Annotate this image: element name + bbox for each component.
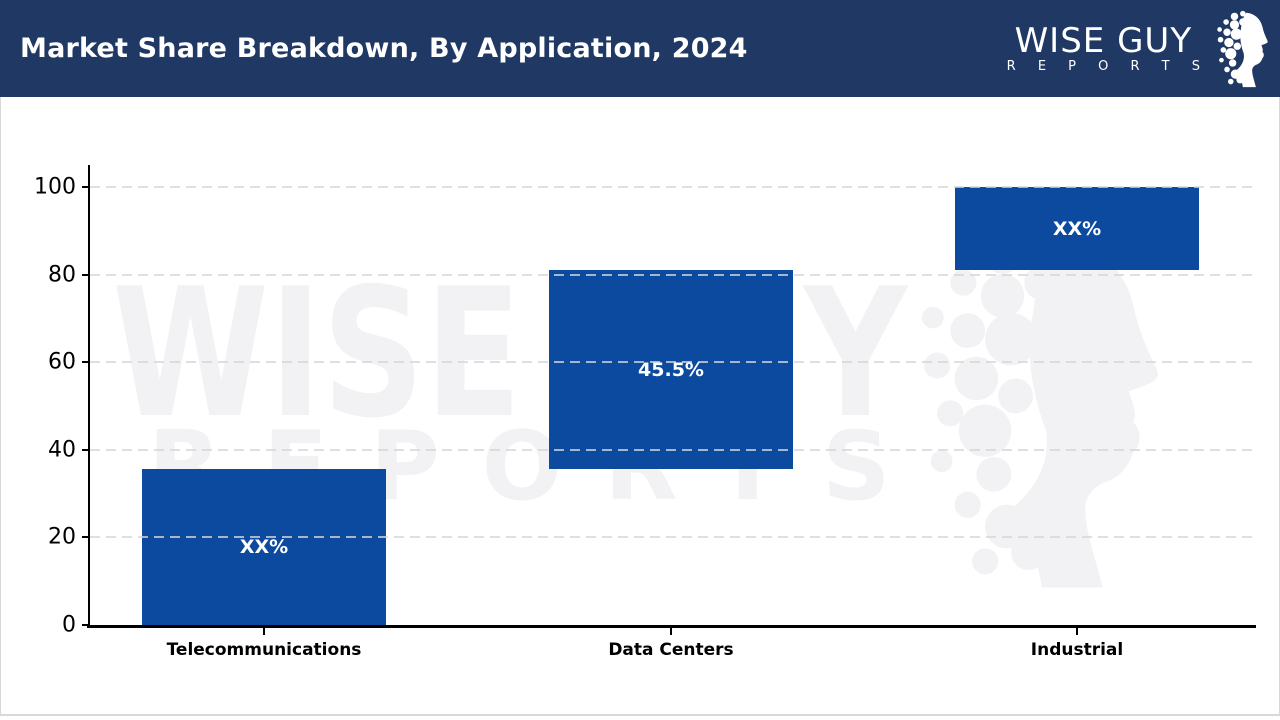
y-tick-label-100: 100	[34, 174, 76, 200]
y-tick-mark-20	[82, 536, 90, 539]
page-title: Market Share Breakdown, By Application, …	[20, 33, 748, 64]
y-tick-label-40: 40	[48, 437, 76, 463]
header-bar: Market Share Breakdown, By Application, …	[0, 0, 1280, 97]
logo-reports-label: R E P O R T S	[1006, 59, 1209, 75]
y-tick-mark-100	[82, 185, 90, 188]
y-tick-label-0: 0	[62, 612, 76, 638]
bar-industrial	[955, 186, 1199, 271]
logo-text: WISE GUY R E P O R T S	[998, 20, 1209, 75]
x-tick-mark-industrial	[1076, 627, 1078, 635]
bar-value-label-data-centers: 45.5%	[638, 358, 704, 381]
x-tick-label-data-centers: Data Centers	[608, 640, 734, 660]
bar-value-label-industrial: XX%	[1052, 217, 1102, 240]
logo-wiseguy-head-icon	[1217, 10, 1268, 88]
y-tick-mark-60	[82, 361, 90, 364]
y-axis-spine	[88, 165, 90, 627]
gridline-100	[90, 185, 1256, 188]
x-axis-spine	[87, 625, 1256, 628]
x-tick-label-industrial: Industrial	[1030, 640, 1124, 660]
y-tick-label-20: 20	[48, 524, 76, 550]
x-tick-mark-data-centers	[670, 627, 672, 635]
bar-telecommunications	[142, 469, 386, 625]
bar-value-label-telecommunications: XX%	[239, 536, 289, 559]
gridline-40	[90, 448, 1256, 451]
x-tick-label-telecommunications: Telecommunications	[166, 640, 362, 660]
y-tick-mark-0	[82, 624, 90, 626]
y-tick-mark-40	[82, 448, 90, 451]
bar-data-centers	[549, 270, 793, 470]
x-tick-mark-telecommunications	[263, 627, 265, 635]
y-tick-mark-80	[82, 273, 90, 276]
wise-guy-reports-logo: WISE GUY R E P O R T S	[998, 6, 1270, 92]
gridline-60	[90, 361, 1256, 364]
gridline-80	[90, 273, 1256, 276]
logo-wise-guy-label: WISE GUY	[1014, 20, 1193, 61]
y-tick-label-60: 60	[48, 349, 76, 375]
y-tick-label-80: 80	[48, 262, 76, 288]
gridline-20	[90, 536, 1256, 539]
